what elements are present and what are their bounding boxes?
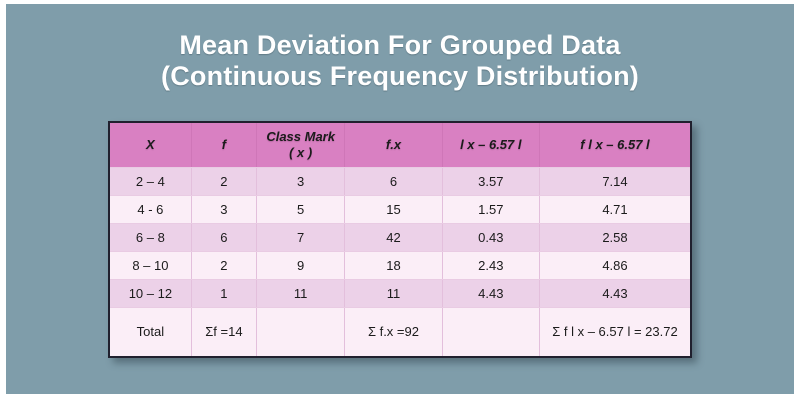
table-row: 10 – 12 1 11 11 4.43 4.43	[109, 279, 691, 308]
cell-fx: 15	[344, 195, 443, 224]
cell-class-mark: 5	[256, 195, 346, 224]
cell-deviation: 3.57	[442, 167, 540, 196]
table-row: 6 – 8 6 7 42 0.43 2.58	[109, 223, 691, 252]
column-header-class-mark: Class Mark ( x )	[256, 122, 346, 168]
cell-fx: 11	[344, 279, 443, 308]
cell-fx: 42	[344, 223, 443, 252]
total-sum-frequency: Σf =14	[191, 307, 258, 357]
mean-deviation-table-container: X f Class Mark ( x ) f.x l x – 6.57 l f …	[108, 121, 692, 358]
cell-f-deviation: 4.43	[539, 279, 691, 308]
table-row: 8 – 10 2 9 18 2.43 4.86	[109, 251, 691, 280]
cell-class-mark: 9	[256, 251, 346, 280]
cell-frequency: 2	[191, 251, 258, 280]
column-header-class-mark-sublabel: ( x )	[289, 145, 313, 160]
cell-f-deviation: 4.71	[539, 195, 691, 224]
cell-class-interval: 10 – 12	[109, 279, 192, 308]
cell-class-interval: 4 - 6	[109, 195, 192, 224]
table-row: 4 - 6 3 5 15 1.57 4.71	[109, 195, 691, 224]
column-header-fx: f.x	[344, 122, 443, 168]
total-class-mark-empty	[256, 307, 346, 357]
cell-class-interval: 2 – 4	[109, 167, 192, 196]
total-deviation-empty	[442, 307, 540, 357]
cell-fx: 18	[344, 251, 443, 280]
cell-class-mark: 3	[256, 167, 346, 196]
table-total-row: Total Σf =14 Σ f.x =92 Σ f l x – 6.57 l …	[109, 307, 691, 357]
column-header-f: f	[191, 122, 258, 168]
slide-canvas: Mean Deviation For Grouped Data (Continu…	[6, 4, 794, 394]
column-header-x: X	[109, 122, 192, 168]
title-line-1: Mean Deviation For Grouped Data	[179, 30, 621, 60]
table-header-row: X f Class Mark ( x ) f.x l x – 6.57 l f …	[109, 122, 692, 168]
cell-deviation: 1.57	[442, 195, 540, 224]
page-title: Mean Deviation For Grouped Data (Continu…	[6, 30, 794, 92]
cell-class-mark: 11	[256, 279, 346, 308]
cell-deviation: 4.43	[442, 279, 540, 308]
column-header-deviation: l x – 6.57 l	[442, 122, 540, 168]
cell-f-deviation: 2.58	[539, 223, 691, 252]
cell-f-deviation: 7.14	[539, 167, 691, 196]
total-sum-fx: Σ f.x =92	[344, 307, 443, 357]
cell-f-deviation: 4.86	[539, 251, 691, 280]
cell-deviation: 2.43	[442, 251, 540, 280]
cell-frequency: 2	[191, 167, 258, 196]
cell-frequency: 6	[191, 223, 258, 252]
cell-class-interval: 6 – 8	[109, 223, 192, 252]
table-body: 2 – 4 2 3 6 3.57 7.14 4 - 6 3 5 15 1.57 …	[109, 167, 691, 357]
column-header-class-mark-label: Class Mark	[266, 129, 335, 144]
table-row: 2 – 4 2 3 6 3.57 7.14	[109, 167, 691, 196]
cell-class-interval: 8 – 10	[109, 251, 192, 280]
cell-deviation: 0.43	[442, 223, 540, 252]
cell-frequency: 1	[191, 279, 258, 308]
mean-deviation-table: X f Class Mark ( x ) f.x l x – 6.57 l f …	[108, 121, 692, 358]
total-label: Total	[109, 307, 192, 357]
column-header-f-deviation: f l x – 6.57 l	[539, 122, 692, 168]
total-sum-f-deviation: Σ f l x – 6.57 l = 23.72	[539, 307, 691, 357]
cell-fx: 6	[344, 167, 443, 196]
cell-frequency: 3	[191, 195, 258, 224]
title-line-2: (Continuous Frequency Distribution)	[161, 61, 639, 91]
cell-class-mark: 7	[256, 223, 346, 252]
table-header: X f Class Mark ( x ) f.x l x – 6.57 l f …	[109, 122, 692, 168]
